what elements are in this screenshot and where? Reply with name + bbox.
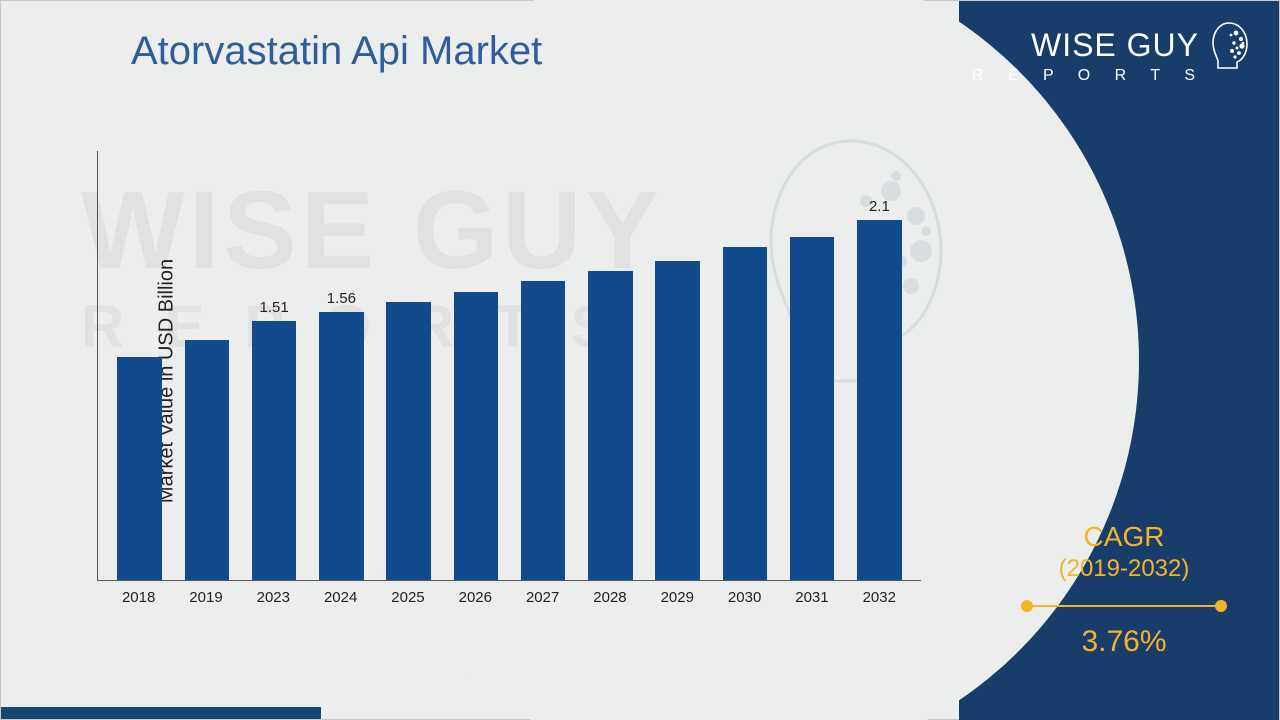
footer-accent-strip (1, 707, 321, 719)
bar-slot (577, 151, 644, 580)
bar (117, 357, 161, 580)
bar-slot (375, 151, 442, 580)
x-tick-label: 2025 (374, 583, 441, 611)
x-tick-label: 2031 (778, 583, 845, 611)
bar-slot (644, 151, 711, 580)
logo-head-icon (1209, 21, 1249, 69)
cagr-period: (2019-2032) (1009, 555, 1239, 583)
chart-title: Atorvastatin Api Market (131, 29, 542, 74)
bar (857, 220, 901, 580)
x-tick-label: 2018 (105, 583, 172, 611)
bar-slot: 2.1 (846, 151, 913, 580)
bar-value-label: 1.51 (260, 299, 289, 317)
bar (454, 292, 498, 580)
x-tick-label: 2027 (509, 583, 576, 611)
bar-slot (779, 151, 846, 580)
bar-slot (106, 151, 173, 580)
bar (723, 247, 767, 580)
bar-value-label: 2.1 (869, 198, 890, 216)
bar (790, 237, 834, 580)
bar (655, 261, 699, 580)
plot-region: 1.51 1.56 2.1 (97, 151, 921, 581)
cagr-divider (1027, 605, 1221, 607)
x-tick-label: 2032 (846, 583, 913, 611)
bar-slot (173, 151, 240, 580)
bar-slot (711, 151, 778, 580)
bars-container: 1.51 1.56 2.1 (98, 151, 921, 580)
bar (319, 312, 363, 580)
bar-value-label: 1.56 (327, 290, 356, 308)
x-tick-label: 2030 (711, 583, 778, 611)
x-tick-label: 2029 (644, 583, 711, 611)
bar-slot (510, 151, 577, 580)
chart-area: Market Value in USD Billion 1.511.562.1 … (41, 151, 921, 611)
bar (588, 271, 632, 580)
cagr-value: 3.76% (1009, 625, 1239, 659)
x-tick-label: 2026 (442, 583, 509, 611)
brand-logo: WISE GUY R E P O R T S (972, 21, 1249, 85)
logo-text-main: WISE GUY (1031, 27, 1199, 64)
bar (521, 281, 565, 580)
bar-slot: 1.51 (241, 151, 308, 580)
x-axis-labels: 2018201920232024202520262027202820292030… (97, 583, 921, 611)
bar (252, 321, 296, 580)
bar (386, 302, 430, 580)
x-tick-label: 2019 (172, 583, 239, 611)
logo-text-sub: R E P O R T S (972, 67, 1205, 85)
cagr-label: CAGR (1009, 521, 1239, 553)
x-tick-label: 2028 (576, 583, 643, 611)
page-root: WISE GUY REPORTS Atorvastatin Api Market… (0, 0, 1280, 720)
bar-slot (442, 151, 509, 580)
cagr-block: CAGR (2019-2032) 3.76% (1009, 521, 1239, 659)
bar (185, 340, 229, 580)
x-tick-label: 2023 (240, 583, 307, 611)
bar-slot: 1.56 (308, 151, 375, 580)
x-tick-label: 2024 (307, 583, 374, 611)
